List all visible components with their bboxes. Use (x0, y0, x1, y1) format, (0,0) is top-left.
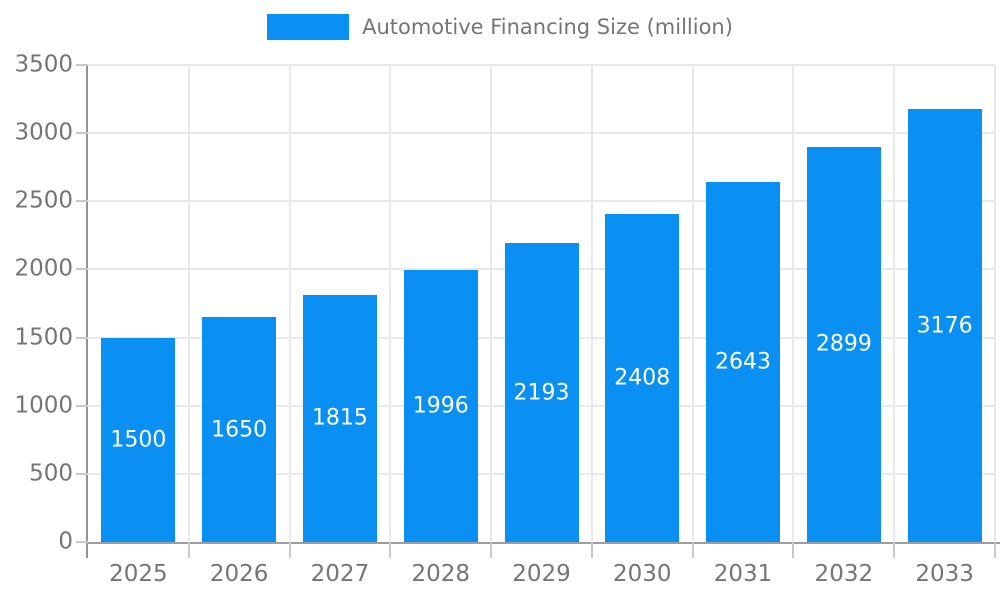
x-tick-mark (490, 542, 493, 558)
y-tick-mark (76, 541, 88, 543)
x-tick-label: 2032 (814, 561, 874, 587)
x-gridline (893, 65, 896, 542)
x-gridline (590, 65, 593, 542)
bar-value-label: 2408 (614, 365, 671, 391)
x-tick-label: 2033 (915, 561, 974, 587)
x-gridline (288, 65, 291, 542)
bar[interactable]: 2899 (806, 146, 881, 542)
y-tick-mark (76, 268, 88, 271)
bar-value-label: 1815 (311, 405, 368, 431)
y-tick-mark (76, 472, 88, 475)
bar-value-label: 1500 (110, 427, 167, 453)
x-tick-mark (792, 542, 795, 558)
y-tick-mark (76, 132, 88, 135)
bar-value-label: 1996 (412, 393, 469, 419)
bar[interactable]: 2643 (706, 181, 781, 542)
x-tick-label: 2027 (310, 561, 370, 587)
x-tick-label: 2026 (209, 561, 269, 587)
bar-value-label: 3176 (916, 313, 973, 339)
legend-label: Automotive Financing Size (million) (362, 15, 733, 39)
x-tick-label: 2031 (713, 561, 773, 587)
x-tick-mark (590, 542, 593, 558)
bar-value-label: 2643 (715, 349, 772, 375)
bar[interactable]: 1996 (403, 269, 478, 542)
y-gridline (88, 64, 995, 66)
y-tick-label: 2500 (14, 187, 73, 214)
y-tick-label: 1000 (14, 392, 73, 419)
x-tick-label: 2028 (411, 561, 470, 587)
legend: Automotive Financing Size (million) (0, 14, 1000, 40)
legend-item[interactable]: Automotive Financing Size (million) (267, 14, 733, 40)
y-tick-mark (76, 64, 88, 66)
y-gridline (88, 200, 995, 203)
y-tick-label: 1500 (14, 324, 73, 351)
bar-value-label: 1650 (211, 417, 268, 443)
y-axis-line (86, 65, 88, 558)
x-gridline (490, 65, 493, 542)
bar[interactable]: 3176 (907, 109, 982, 542)
x-gridline (691, 65, 694, 542)
bar[interactable]: 2408 (605, 213, 680, 542)
y-gridline (88, 132, 995, 135)
bar[interactable]: 1500 (101, 337, 176, 542)
x-tick-mark (389, 542, 392, 558)
bar[interactable]: 1815 (302, 294, 377, 542)
y-tick-mark (76, 200, 88, 203)
y-tick-label: 500 (29, 460, 73, 487)
legend-swatch-icon (267, 14, 350, 40)
x-gridline (389, 65, 392, 542)
x-gridline (994, 65, 996, 542)
x-tick-label: 2030 (612, 561, 672, 587)
x-gridline (792, 65, 795, 542)
y-tick-label: 0 (58, 528, 73, 555)
x-tick-mark (187, 542, 190, 558)
bar-value-label: 2193 (513, 380, 570, 406)
x-gridline (187, 65, 190, 542)
x-axis-line (86, 542, 1000, 544)
bar-value-label: 2899 (815, 331, 872, 357)
y-tick-label: 3000 (14, 119, 73, 146)
y-tick-label: 3500 (14, 51, 73, 78)
x-tick-mark (691, 542, 694, 558)
x-tick-mark (994, 542, 996, 558)
x-tick-mark (288, 542, 291, 558)
x-tick-mark (893, 542, 896, 558)
y-tick-mark (76, 404, 88, 407)
x-tick-label: 2029 (512, 561, 571, 587)
bar[interactable]: 1650 (202, 317, 277, 542)
x-tick-label: 2025 (109, 561, 168, 587)
y-tick-mark (76, 336, 88, 339)
plot-area: 0 500 1000 1500 2000 2500 3000 3500 1500 2025 1650… (14, 51, 1000, 587)
bar[interactable]: 2193 (504, 243, 579, 542)
y-tick-label: 2000 (14, 255, 73, 282)
